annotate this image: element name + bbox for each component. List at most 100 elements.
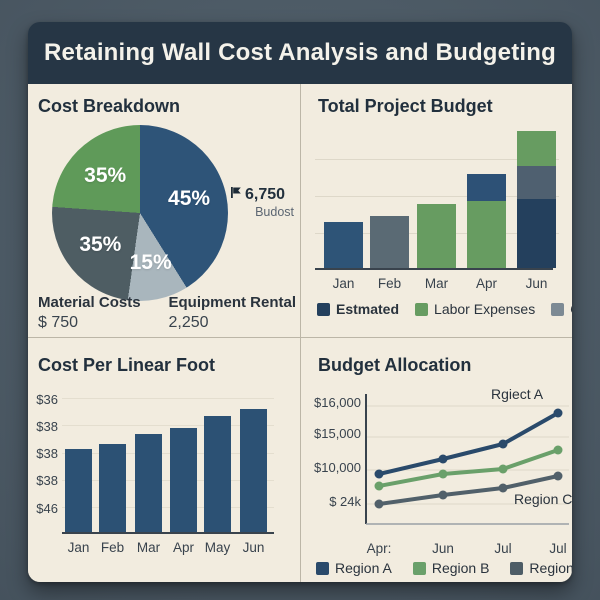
legend-swatch — [412, 561, 426, 575]
legend-label: Region C — [529, 560, 572, 576]
gridline — [62, 398, 274, 399]
panel-budget-allocation: Budget Allocation $16,000 $15,000 $10,000 $… — [301, 338, 572, 582]
bar-jun — [240, 409, 267, 532]
bar-feb — [99, 444, 126, 532]
bar-segment-estmated — [324, 222, 363, 268]
data-point-region-c — [498, 483, 508, 493]
data-point-region-b — [553, 445, 563, 455]
bar-feb — [370, 216, 409, 268]
panel-cost-per-linear-foot: Cost Per Linear Foot $36 $38 $38 $38 $46 Jan F… — [28, 338, 300, 582]
bar-segment-estmated — [517, 199, 556, 268]
footnote-value: $ 750 — [38, 314, 79, 331]
x-tick-label: Apr: — [366, 541, 392, 556]
y-tick-label: $16,000 — [314, 395, 361, 410]
y-tick-label: $38 — [36, 473, 58, 489]
pie-footnotes: Material Costs $ 750 Equipment Rental 2,… — [38, 294, 296, 332]
footnote-label: Equipment Rental — [168, 294, 296, 311]
panel-total-project-budget: Total Project Budget Jan Feb Mar Apr Jun Est… — [301, 84, 572, 337]
gridline — [62, 507, 274, 509]
dashboard-title: Retaining Wall Cost Analysis and Budgeti… — [44, 39, 556, 66]
legend-item-region-c: Region C — [510, 560, 572, 576]
bar-segment-labor-expenses — [417, 204, 456, 268]
x-tick-label: Mar — [136, 540, 161, 555]
pie-callout-caption: Budost — [255, 205, 294, 219]
footnote-label: Material Costs — [38, 294, 141, 311]
panel-cost-breakdown: Cost Breakdown 45% 15% 35% 35% 6,750 Budost — [28, 84, 300, 337]
legend-swatch — [317, 302, 330, 316]
y-tick-label: $15,000 — [314, 426, 361, 441]
data-point-region-b — [438, 469, 448, 479]
bar-segment-other — [517, 166, 556, 199]
legend-label: Region A — [335, 560, 392, 576]
pie-callout-line: 6,750 — [230, 186, 294, 204]
legend-label: Other — [570, 301, 572, 317]
line-chart-svg — [365, 394, 569, 525]
gridline — [62, 479, 274, 481]
x-tick-label: Jan — [332, 276, 355, 291]
flag-icon — [230, 186, 242, 204]
pie-slice-label: 45% — [168, 186, 211, 210]
x-tick-label: May — [204, 540, 231, 555]
legend-swatch — [415, 302, 429, 316]
data-point-region-b — [498, 464, 508, 474]
legend-swatch — [551, 302, 565, 316]
pie-callout-value: 6,750 — [245, 186, 286, 203]
panel-title-budget-allocation: Budget Allocation — [318, 355, 472, 375]
x-tick-label: Jul — [494, 541, 512, 556]
x-tick-label: Jun — [432, 541, 454, 556]
dashboard-header: Retaining Wall Cost Analysis and Budgeti… — [28, 22, 572, 84]
y-tick-label: $38 — [36, 446, 58, 462]
y-tick-label: $46 — [36, 500, 58, 516]
panel-grid: Cost Breakdown 45% 15% 35% 35% 6,750 Budost — [28, 84, 572, 582]
data-point-region-a — [498, 439, 508, 449]
x-tick-label: Mar — [424, 276, 449, 291]
x-axis-line — [62, 532, 274, 534]
bar-mar — [135, 434, 162, 532]
x-tick-label: Jan — [67, 540, 90, 555]
x-axis-line — [315, 268, 553, 270]
total-project-budget-legend: Estmated Labor Expenses Other — [317, 301, 572, 317]
budget-allocation-chart: $16,000 $15,000 $10,000 $ 24k Apr: Jun Jul Jul R… — [301, 338, 572, 582]
legend-label: Labor Expenses — [434, 301, 536, 317]
x-tick-label: Apr — [475, 276, 498, 291]
bar-may — [204, 416, 231, 532]
x-tick-label: Jun — [525, 276, 548, 291]
data-point-region-a — [438, 454, 448, 464]
bar-apr — [467, 174, 506, 268]
data-point-region-a — [374, 469, 384, 479]
y-tick-label: $36 — [36, 391, 58, 407]
data-point-region-a — [553, 408, 563, 418]
legend-item-region-a: Region A — [316, 560, 392, 576]
bar-segment-labor-expenses — [467, 201, 506, 268]
cost-per-linear-foot-chart: $36 $38 $38 $38 $46 Jan Feb Mar Apr May Jun — [28, 338, 300, 582]
pie-slice-label: 35% — [79, 233, 122, 257]
bar-jan — [65, 449, 92, 532]
pie-callout: 6,750 Budost — [230, 186, 294, 219]
data-point-region-b — [374, 481, 384, 491]
pie-slice-label: 15% — [129, 250, 172, 274]
data-point-region-c — [438, 490, 448, 500]
series-line-region-c — [377, 474, 560, 506]
footnote-equipment-rental: Equipment Rental 2,250 — [168, 294, 296, 332]
legend-item-labor-expenses: Labor Expenses — [415, 301, 535, 317]
data-point-region-c — [553, 471, 563, 481]
gridline — [315, 159, 559, 160]
bar-mar — [417, 204, 456, 268]
bar-segment-estmated — [467, 174, 506, 201]
budget-allocation-legend: Region A Region B Region C — [316, 560, 572, 576]
legend-label: Region B — [431, 560, 490, 576]
x-tick-label: Apr — [172, 540, 195, 555]
panel-title-cost-per-linear-foot: Cost Per Linear Foot — [38, 355, 216, 375]
footnote-material-costs: Material Costs $ 750 — [38, 294, 168, 332]
bar-apr — [170, 428, 197, 532]
bar-jan — [324, 222, 363, 268]
legend-swatch — [316, 561, 329, 575]
y-tick-label: $38 — [36, 418, 58, 434]
x-tick-label: Feb — [377, 276, 402, 291]
pie-slice-label: 35% — [84, 163, 127, 187]
series-line-region-b — [377, 448, 560, 488]
series-annotation-region-a: Rgiect A — [491, 386, 544, 402]
gridline — [62, 452, 274, 454]
legend-swatch — [510, 561, 524, 575]
